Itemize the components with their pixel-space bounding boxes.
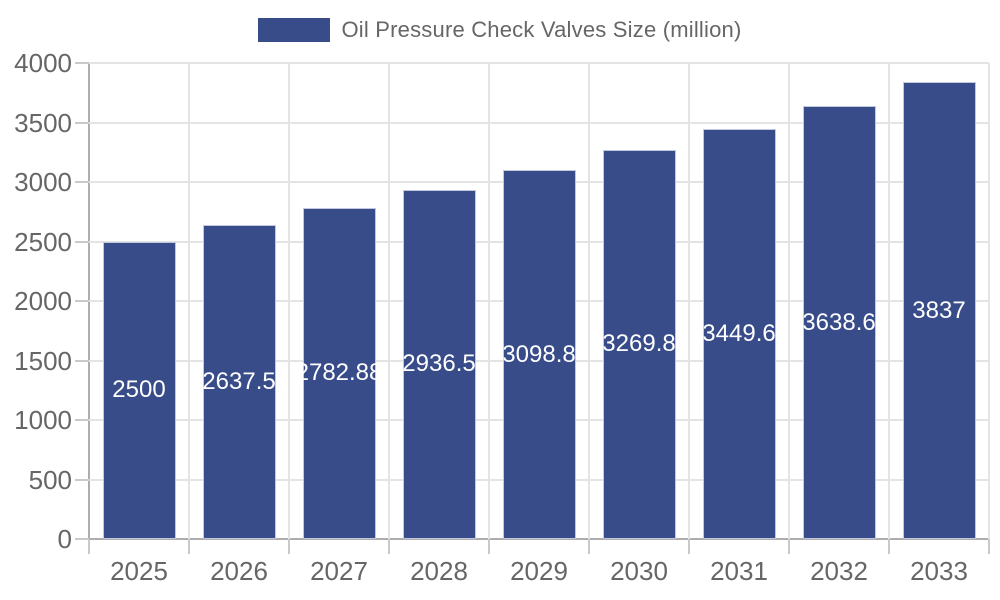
x-axis-tick-label: 2031 <box>710 556 768 586</box>
y-axis-tick-label: 2500 <box>14 226 72 257</box>
x-gridline <box>388 63 390 539</box>
y-gridline <box>89 62 989 64</box>
bar-2033 <box>902 82 976 539</box>
x-tick <box>688 539 690 554</box>
y-axis-tick-label: 500 <box>28 464 72 495</box>
y-axis-tick-label: 2000 <box>14 286 72 316</box>
x-tick <box>788 539 790 554</box>
y-axis-tick-label: 4000 <box>14 48 72 78</box>
bar-value-label: 2936.5 <box>402 350 476 378</box>
y-axis-tick-label: 1000 <box>14 405 72 435</box>
x-tick <box>288 539 290 554</box>
bar-value-label: 3837 <box>912 296 966 324</box>
x-gridline <box>888 63 890 539</box>
x-tick <box>888 539 890 554</box>
y-gridline <box>89 121 989 124</box>
y-tick <box>75 121 89 124</box>
y-tick <box>75 419 89 421</box>
x-gridline <box>288 63 290 539</box>
bar-2026 <box>202 225 276 539</box>
legend-swatch <box>258 18 331 42</box>
x-axis-tick-label: 2033 <box>910 556 968 586</box>
bar-2027 <box>302 207 376 539</box>
y-axis-tick-label: 1500 <box>14 345 72 376</box>
x-tick <box>188 539 190 554</box>
bar-2031 <box>702 128 776 539</box>
x-axis-tick-label: 2029 <box>510 556 568 586</box>
x-tick <box>588 539 590 554</box>
x-gridline <box>588 63 590 539</box>
y-tick <box>75 62 89 64</box>
bar-value-label: 2782.88 <box>295 359 383 387</box>
bar-value-label: 2500 <box>112 376 166 404</box>
plot-area: 0 500 1000 1500 2000 2500 3000 3500 4000 2500 2025… <box>14 50 990 584</box>
x-axis-tick-label: 2026 <box>210 556 268 586</box>
bar-value-label: 3449.6 <box>702 319 776 347</box>
y-tick <box>75 181 89 183</box>
bar-value-label: 3638.6 <box>802 308 876 336</box>
x-gridline <box>188 63 190 539</box>
x-axis-tick-label: 2028 <box>410 556 468 586</box>
y-tick <box>75 478 89 481</box>
x-gridline <box>488 63 490 539</box>
y-axis-tick-label: 0 <box>57 524 72 554</box>
x-gridline <box>788 63 790 539</box>
legend-label: Oil Pressure Check Valves Size (million) <box>341 17 742 42</box>
y-tick <box>75 359 89 362</box>
x-tick <box>88 539 90 554</box>
x-gridline <box>988 63 990 539</box>
legend[interactable]: Oil Pressure Check Valves Size (million) <box>0 17 1000 43</box>
x-axis-tick-label: 2027 <box>310 556 368 586</box>
bar-value-label: 2637.5 <box>202 368 276 396</box>
x-tick <box>388 539 390 554</box>
x-axis-tick-label: 2025 <box>110 556 168 586</box>
y-tick <box>75 538 89 540</box>
y-axis-tick-label: 3500 <box>14 107 72 138</box>
bar-value-label: 3269.8 <box>602 330 676 358</box>
x-axis-tick-label: 2030 <box>610 556 668 586</box>
bar-2030 <box>602 149 676 539</box>
y-axis-tick-label: 3000 <box>14 167 72 197</box>
bar-2028 <box>402 189 476 539</box>
x-axis-tick-label: 2032 <box>810 556 868 586</box>
y-tick <box>75 300 89 302</box>
y-tick <box>75 240 89 243</box>
x-axis-line <box>89 538 989 540</box>
bar-value-label: 3098.8 <box>502 340 576 368</box>
x-tick <box>488 539 490 554</box>
bar-2029 <box>502 170 576 539</box>
x-tick <box>988 539 990 554</box>
bar-2032 <box>802 106 876 539</box>
bar-2025 <box>102 241 176 539</box>
x-gridline <box>688 63 690 539</box>
